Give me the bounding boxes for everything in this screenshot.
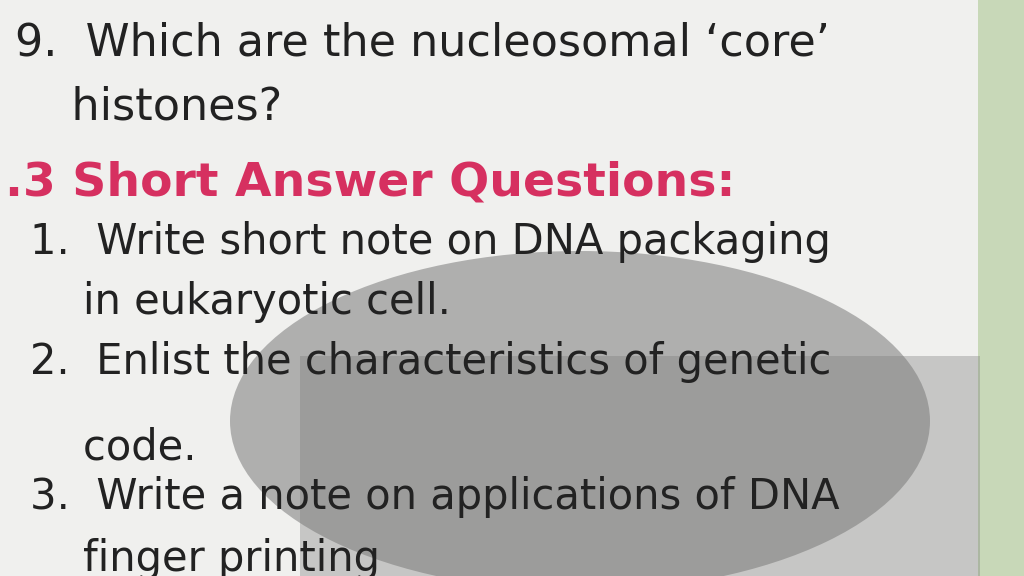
FancyBboxPatch shape [978, 0, 1024, 576]
Ellipse shape [230, 251, 930, 576]
Text: in eukaryotic cell.: in eukaryotic cell. [30, 281, 451, 323]
Text: 2.  Enlist the characteristics of genetic: 2. Enlist the characteristics of genetic [30, 341, 831, 383]
Text: finger printing: finger printing [30, 538, 380, 576]
Text: 9.  Which are the nucleosomal ‘core’: 9. Which are the nucleosomal ‘core’ [15, 21, 829, 64]
Text: histones?: histones? [15, 86, 283, 129]
Text: code.: code. [30, 426, 197, 468]
FancyBboxPatch shape [300, 356, 980, 576]
Text: .3 Short Answer Questions:: .3 Short Answer Questions: [5, 161, 735, 206]
Text: 3.  Write a note on applications of DNA: 3. Write a note on applications of DNA [30, 476, 840, 518]
Text: 1.  Write short note on DNA packaging: 1. Write short note on DNA packaging [30, 221, 830, 263]
